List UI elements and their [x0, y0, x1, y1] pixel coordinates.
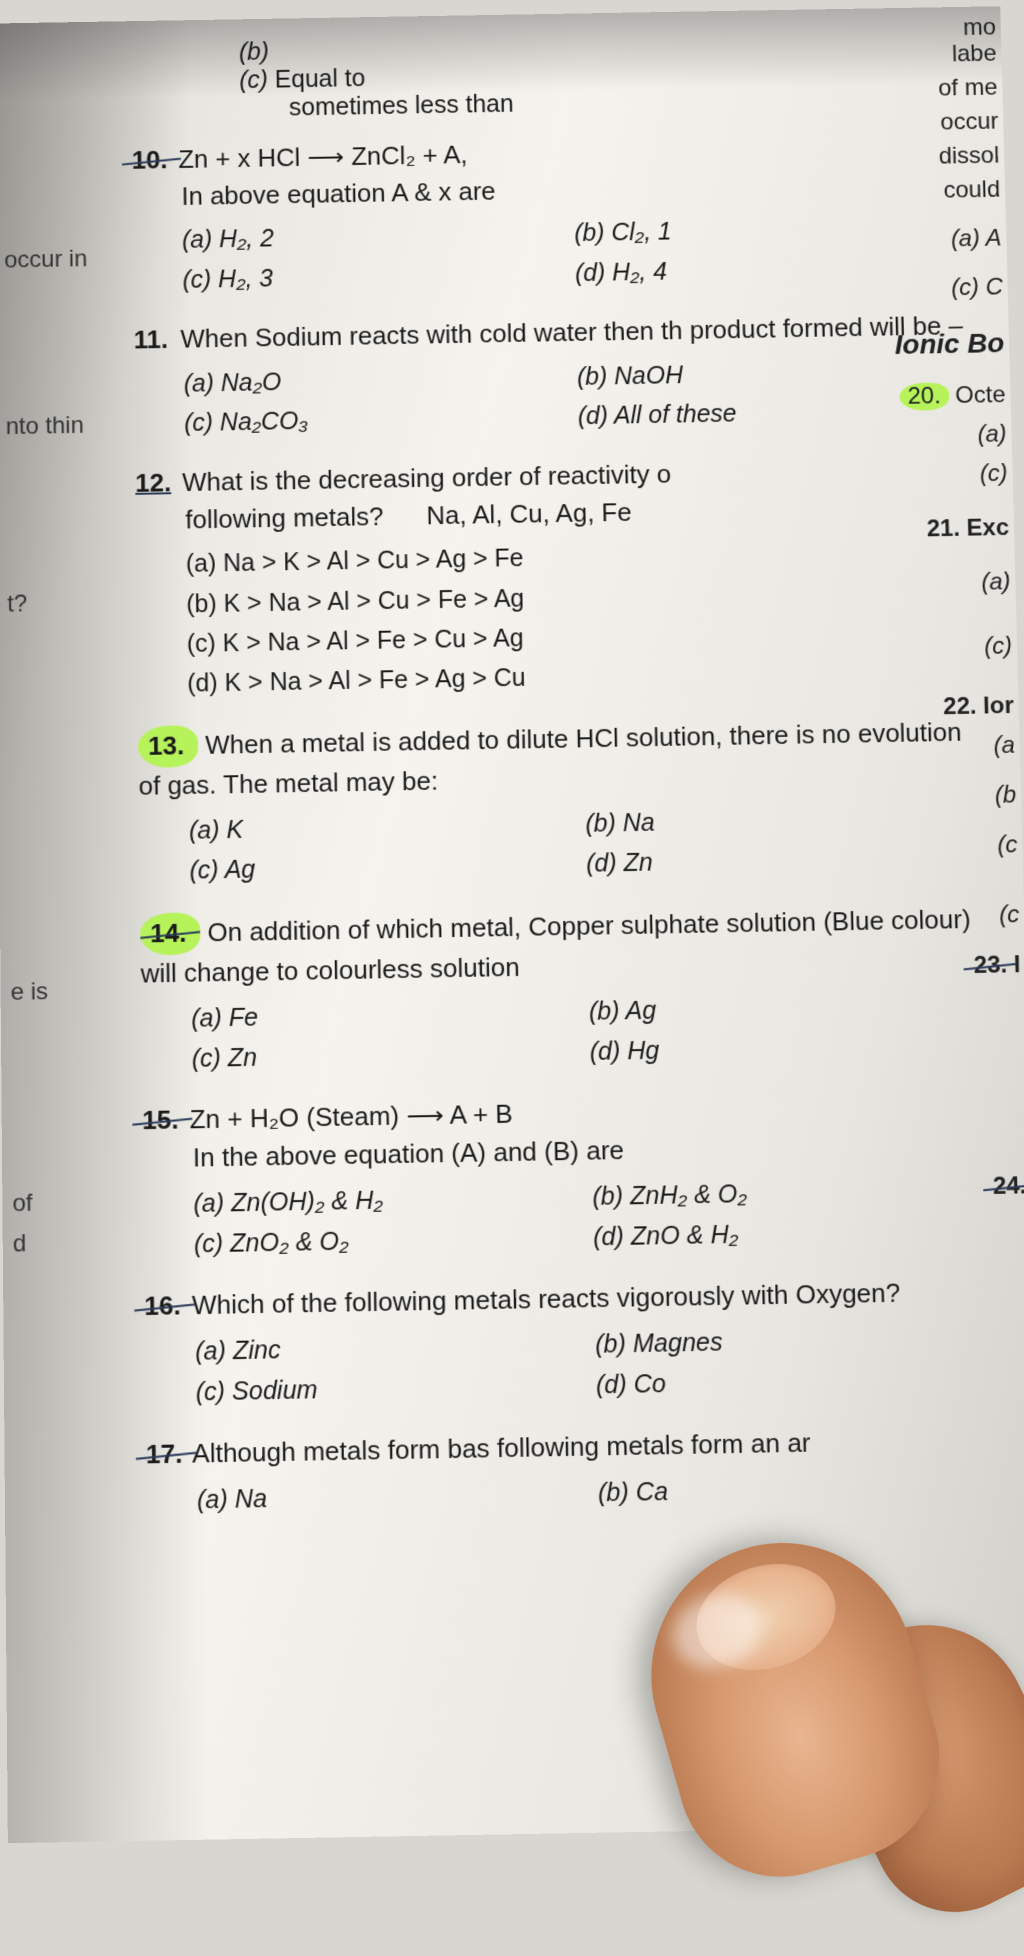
r-c: (c): [979, 460, 1007, 488]
q11-b: (b) NaOH: [577, 350, 971, 396]
q12-opts: (a) Na > K > Al > Cu > Ag > Fe (b) K > N…: [186, 531, 979, 704]
side-nto: nto thin: [6, 412, 84, 441]
q15-opts: (a) Zn(OH)₂ & H₂ (b) ZnH₂ & O₂ (c) ZnO₂ …: [193, 1169, 993, 1264]
side-of: of: [12, 1190, 32, 1219]
q15-b: (b) ZnH₂ & O₂: [592, 1169, 992, 1217]
q17-opts: (a) Na (b) Ca: [197, 1466, 1000, 1521]
question-16: 16. Which of the following metals reacts…: [144, 1273, 997, 1414]
q13-a: (a) K: [189, 804, 586, 851]
r-b3: (b: [994, 782, 1016, 810]
q16-d: (d) Co: [596, 1358, 997, 1406]
question-17: 17. Although metals form bas following m…: [146, 1421, 1000, 1522]
q13-c: (c) Ag: [189, 844, 586, 891]
q15-c: (c) ZnO₂ & O₂: [194, 1217, 594, 1265]
q14-text: On addition of which metal, Copper sulph…: [140, 904, 971, 988]
q14-opts: (a) Fe (b) Ag (c) Zn (d) Hg: [191, 984, 988, 1079]
q15-num: 15.: [142, 1101, 183, 1140]
q16-a: (a) Zinc: [195, 1324, 596, 1372]
r-mo: mo: [963, 14, 997, 42]
q14-a: (a) Fe: [191, 991, 589, 1038]
hl-13: 13.: [138, 726, 198, 768]
question-14: 14. On addition of which metal, Copper s…: [140, 899, 988, 1080]
r-c3: (c: [997, 831, 1018, 859]
q16-opts: (a) Zinc (b) Magnes (c) Sodium (d) Co: [195, 1317, 997, 1413]
r-a3: (a: [993, 732, 1015, 760]
q15-text: In the above equation (A) and (B) are: [193, 1125, 991, 1177]
q13-b: (b) Na: [585, 797, 982, 844]
q11-opts: (a) Na₂O (b) NaOH (c) Na₂CO₃ (d) All of …: [183, 350, 971, 443]
r-ior: Ior: [983, 692, 1014, 719]
content: (b) (c) Equal to sometimes less than 10.…: [130, 26, 999, 1521]
q10-c: (c) H₂, 3: [182, 253, 575, 299]
side-occur: occur in: [4, 246, 87, 275]
question-15: 15. Zn + H₂O (Steam) ⟶ A + B In the abov…: [142, 1087, 993, 1265]
q16-text: Which of the following metals reacts vig…: [192, 1278, 901, 1321]
question-13: 13. When a metal is added to dilute HCl …: [138, 712, 983, 892]
q11-text: When Sodium reacts with cold water then …: [180, 311, 963, 354]
q14-c: (c) Zn: [191, 1032, 590, 1079]
q11-c: (c) Na₂CO₃: [184, 397, 578, 443]
r-q24: 24.: [992, 1172, 1024, 1201]
q14-d: (d) Hg: [589, 1025, 988, 1072]
q11-d: (d) All of these: [577, 390, 971, 436]
q10-d: (d) H₂, 4: [575, 247, 968, 293]
q10-a: (a) H₂, 2: [182, 214, 575, 260]
r-a2: (a): [981, 568, 1011, 596]
q15-eq: Zn + H₂O (Steam) ⟶ A + B: [189, 1099, 512, 1135]
question-10: 10. Zn + x HCl ⟶ ZnCl₂ + A, In above equ…: [132, 128, 969, 300]
q13-d: (d) Zn: [586, 837, 983, 884]
question-11: 11. When Sodium reacts with cold water t…: [133, 308, 971, 444]
q10-opts: (a) H₂, 2 (b) Cl₂, 1 (c) H₂, 3 (d) H₂, 4: [182, 207, 968, 299]
q16-c: (c) Sodium: [195, 1365, 596, 1413]
page: occur in nto thin t? e is of d mo labe o…: [0, 6, 1024, 1843]
q10-num: 10.: [132, 142, 172, 179]
side-is: e is: [11, 978, 49, 1007]
q17-num: 17.: [146, 1435, 187, 1474]
r-a: (a): [977, 421, 1007, 449]
q12-text2: following metals? Na, Al, Cu, Ag, Fe: [185, 488, 974, 539]
q14-b: (b) Ag: [589, 984, 987, 1031]
q17-text: Although metals form bas following metal…: [192, 1427, 811, 1468]
top-equal: Equal to: [275, 65, 366, 94]
q17-a: (a) Na: [197, 1473, 599, 1521]
q16-b: (b) Magnes: [595, 1317, 996, 1365]
side-d: d: [13, 1230, 27, 1259]
q15-a: (a) Zn(OH)₂ & H₂: [193, 1176, 593, 1224]
top-c: (c): [239, 66, 268, 94]
q11-num: 11.: [133, 321, 173, 359]
q10-b: (b) Cl₂, 1: [574, 207, 967, 253]
q14-num: 14.: [150, 915, 190, 953]
q13-opts: (a) K (b) Na (c) Ag (d) Zn: [189, 797, 983, 891]
question-12: 12. What is the decreasing order of reac…: [135, 451, 978, 705]
q17-b: (b) Ca: [598, 1466, 1000, 1514]
r-c2: (c): [984, 633, 1013, 661]
side-t: t?: [7, 590, 27, 618]
q15-d: (d) ZnO & H₂: [593, 1210, 993, 1258]
q13-num: 13.: [148, 728, 188, 766]
q11-a: (a) Na₂O: [183, 357, 577, 403]
q13-text: When a metal is added to dilute HCl solu…: [138, 717, 962, 801]
q10-eq: Zn + x HCl ⟶ ZnCl₂ + A,: [178, 140, 468, 174]
q12-num: 12.: [135, 465, 175, 503]
q10-text: In above equation A & x are: [181, 165, 966, 215]
q16-num: 16.: [144, 1287, 185, 1326]
hl-14: 14.: [140, 913, 201, 956]
q12-text1: What is the decreasing order of reactivi…: [182, 459, 671, 497]
r-c4: (c: [999, 901, 1020, 929]
